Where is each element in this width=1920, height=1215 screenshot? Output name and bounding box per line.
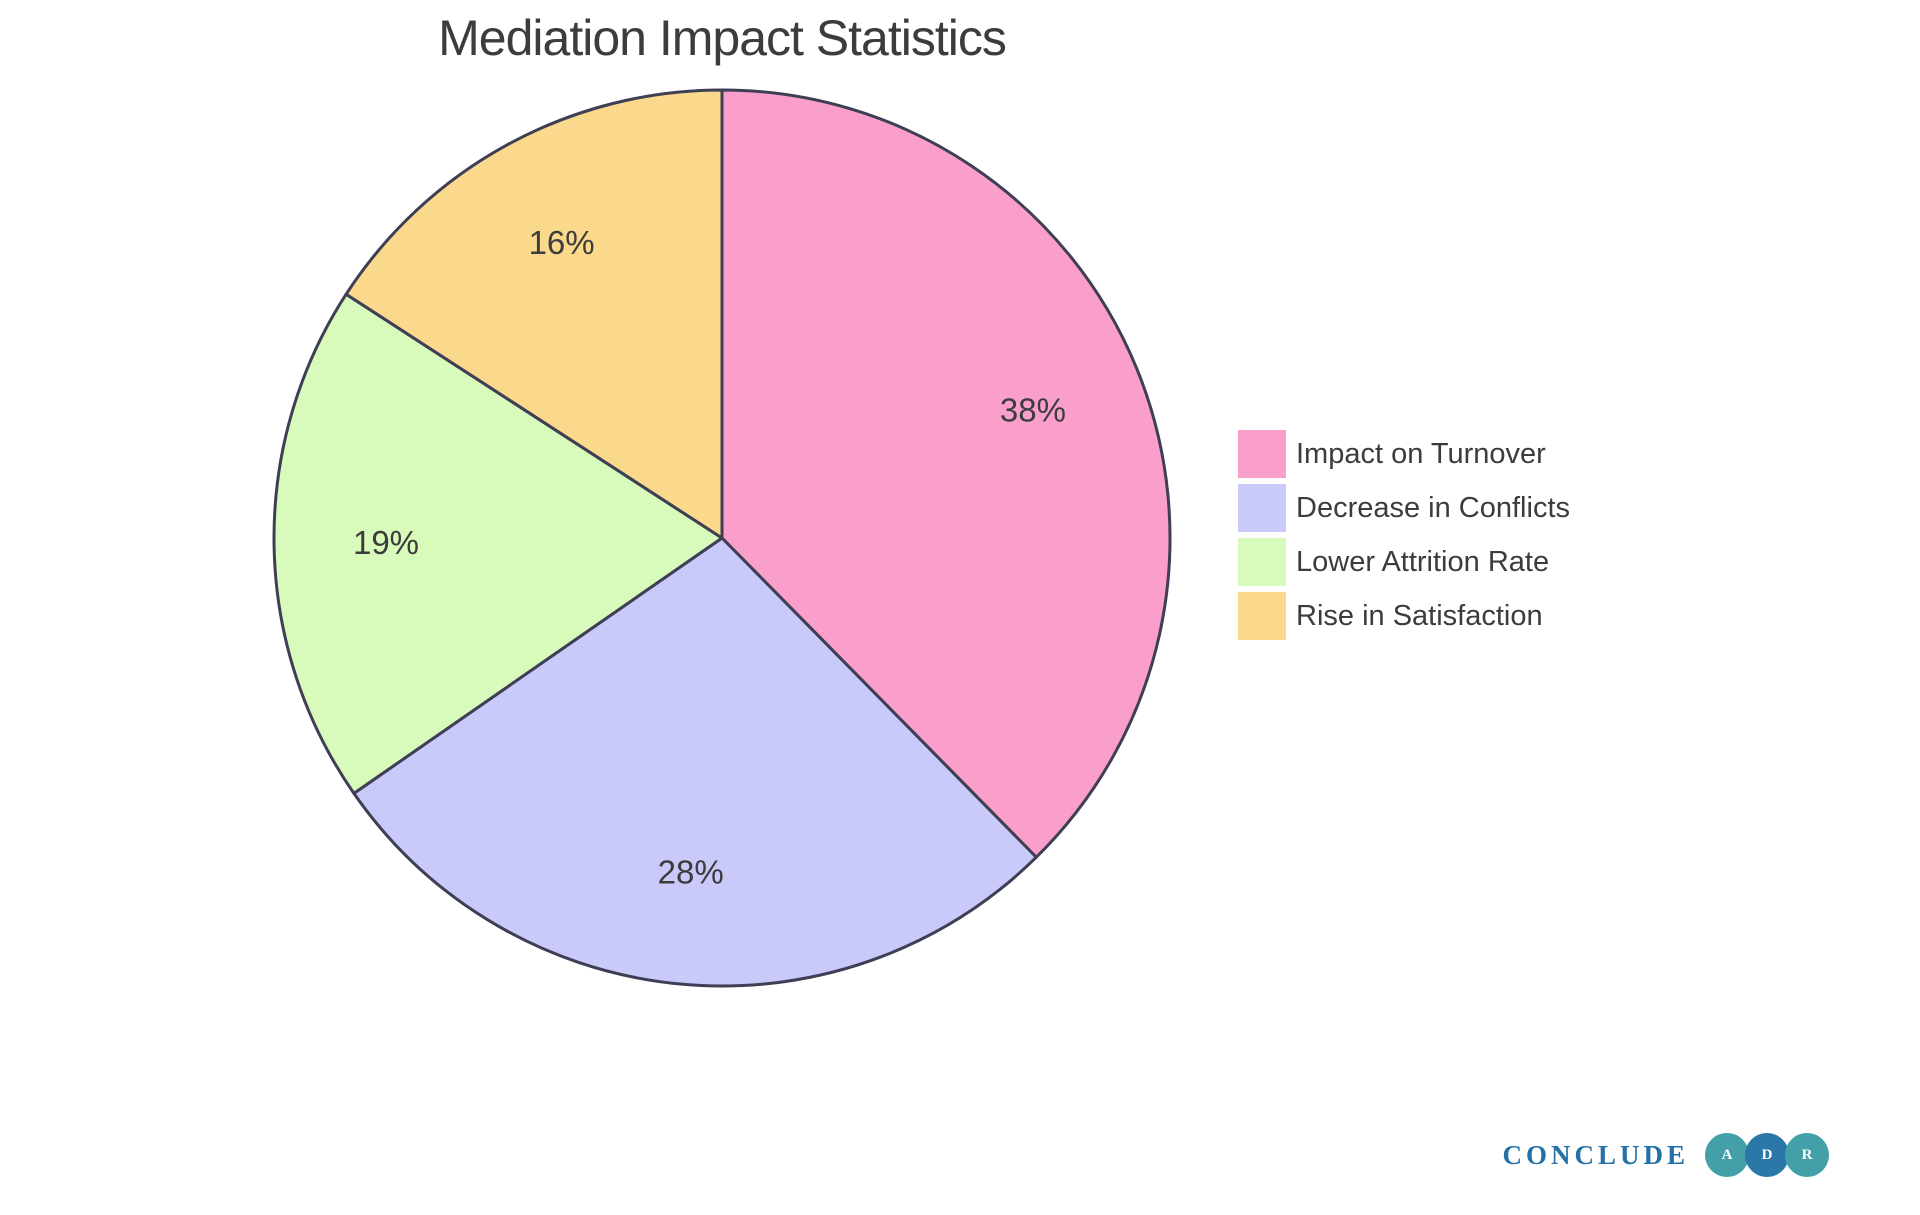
brand-badge-a: A [1705, 1133, 1749, 1177]
legend-swatch [1238, 592, 1286, 640]
legend-label: Lower Attrition Rate [1296, 545, 1550, 578]
legend-swatch [1238, 430, 1286, 478]
legend-item-1: Decrease in Conflicts [1238, 484, 1570, 532]
legend-label: Impact on Turnover [1296, 437, 1546, 470]
legend-item-0: Impact on Turnover [1238, 430, 1570, 478]
slice-percentage-label: 38% [1000, 392, 1066, 429]
pie-slice-3 [344, 88, 724, 540]
legend-label: Decrease in Conflicts [1296, 491, 1570, 524]
pie-slice-2 [272, 292, 724, 795]
legend: Impact on Turnover Decrease in Conflicts L… [1238, 430, 1570, 640]
pie-slice-0 [720, 88, 1172, 859]
legend-label: Rise in Satisfaction [1296, 599, 1543, 632]
legend-item-2: Lower Attrition Rate [1238, 538, 1570, 586]
legend-item-3: Rise in Satisfaction [1238, 592, 1570, 640]
pie-slice-1 [352, 536, 1038, 988]
slice-percentage-label: 16% [529, 224, 595, 261]
legend-swatch [1238, 538, 1286, 586]
page-title: Mediation Impact Statistics [438, 10, 1007, 66]
slice-percentage-label: 19% [353, 524, 419, 561]
brand-badge-d: D [1745, 1133, 1789, 1177]
slice-percentage-label: 28% [658, 854, 724, 891]
brand-wordmark: CONCLUDE [1502, 1139, 1689, 1170]
brand-badge-r: R [1785, 1133, 1829, 1177]
legend-swatch [1238, 484, 1286, 532]
